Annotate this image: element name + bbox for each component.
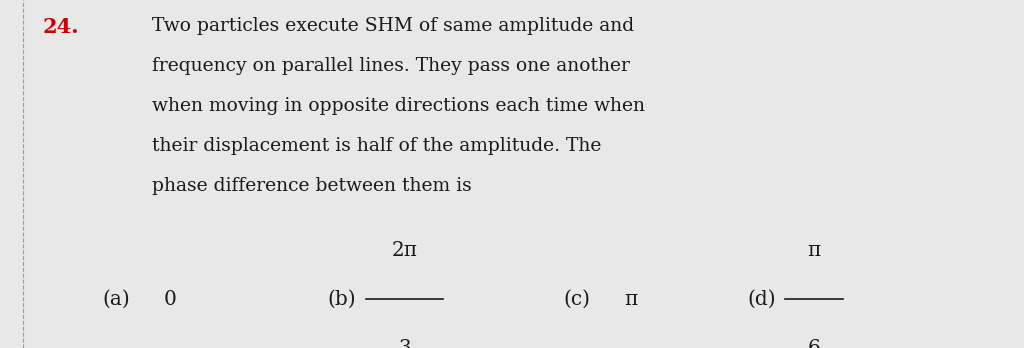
Text: 24.: 24. — [43, 17, 80, 37]
Text: (b): (b) — [328, 290, 356, 309]
Text: Two particles execute SHM of same amplitude and: Two particles execute SHM of same amplit… — [152, 17, 634, 35]
Text: phase difference between them is: phase difference between them is — [152, 177, 471, 196]
Text: (d): (d) — [748, 290, 776, 309]
Text: 3: 3 — [398, 339, 411, 348]
Text: π: π — [625, 290, 638, 309]
Text: π: π — [808, 241, 820, 260]
Text: (a): (a) — [102, 290, 130, 309]
Text: 0: 0 — [164, 290, 177, 309]
Text: 6: 6 — [808, 339, 820, 348]
Text: frequency on parallel lines. They pass one another: frequency on parallel lines. They pass o… — [152, 57, 630, 76]
Text: their displacement is half of the amplitude. The: their displacement is half of the amplit… — [152, 137, 601, 156]
Text: 2π: 2π — [391, 241, 418, 260]
Text: (c): (c) — [563, 290, 590, 309]
Text: when moving in opposite directions each time when: when moving in opposite directions each … — [152, 97, 644, 116]
